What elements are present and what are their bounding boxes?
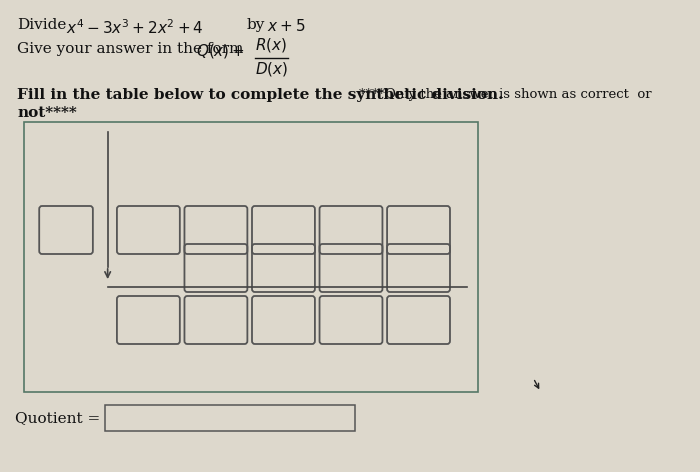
Bar xyxy=(105,405,355,431)
Text: Quotient =: Quotient = xyxy=(15,411,100,425)
Text: $Q(x) +$: $Q(x) +$ xyxy=(195,42,244,60)
Bar xyxy=(25,122,477,392)
Text: not****: not**** xyxy=(17,106,77,120)
Text: by: by xyxy=(246,18,265,32)
Text: $x + 5$: $x + 5$ xyxy=(267,18,305,34)
Text: ****Only the answer is shown as correct  or: ****Only the answer is shown as correct … xyxy=(359,88,652,101)
Text: Give your answer in the form: Give your answer in the form xyxy=(17,42,244,56)
Text: Divide: Divide xyxy=(17,18,66,32)
Text: $R(x)$: $R(x)$ xyxy=(256,36,288,54)
Text: Fill in the table below to complete the synthetic division.: Fill in the table below to complete the … xyxy=(17,88,503,102)
Text: $D(x)$: $D(x)$ xyxy=(255,60,288,78)
Text: $x^4 - 3x^3 + 2x^2 + 4$: $x^4 - 3x^3 + 2x^2 + 4$ xyxy=(66,18,204,37)
